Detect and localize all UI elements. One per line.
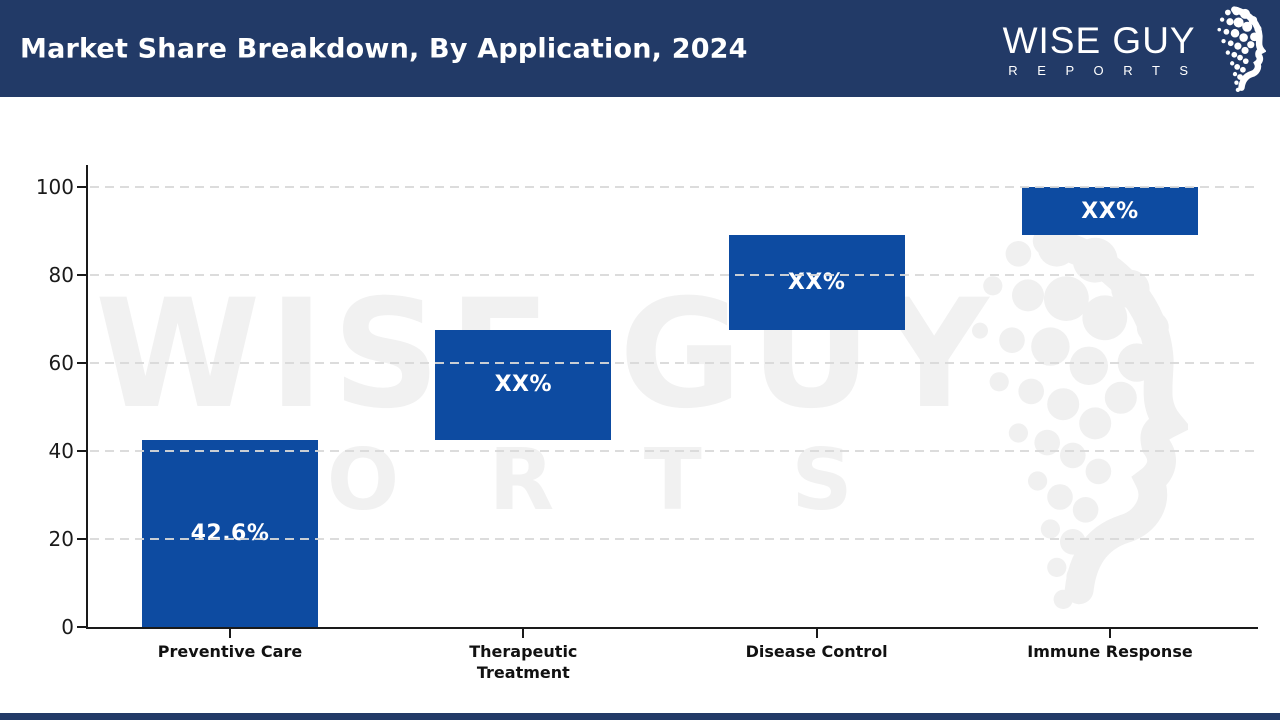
y-tick-label-100: 100: [35, 175, 74, 199]
x-category-label: Therapeutic Treatment: [469, 642, 578, 682]
gridline-100: [90, 186, 1258, 188]
header-band: Market Share Breakdown, By Application, …: [0, 0, 1280, 97]
y-tick-80: [77, 274, 86, 276]
footer-band: [0, 713, 1280, 720]
y-tick-label-0: 0: [61, 615, 74, 639]
bar-value-label: 42.6%: [190, 520, 270, 546]
y-axis: [86, 165, 88, 629]
brand-logo-text: WISE GUY R E P O R T S: [1002, 19, 1196, 78]
brand-logo: WISE GUY R E P O R T S: [1002, 0, 1266, 97]
gridline-80: [90, 274, 1258, 276]
x-tick-1: [229, 629, 231, 638]
y-tick-label-60: 60: [48, 351, 74, 375]
y-tick-0: [77, 626, 86, 628]
x-category-label: Disease Control: [745, 642, 888, 661]
y-tick-60: [77, 362, 86, 364]
bar-value-label: XX%: [1081, 198, 1139, 224]
gridline-60: [90, 362, 1258, 364]
y-tick-label-80: 80: [48, 263, 74, 287]
bar-4: XX%: [1021, 187, 1198, 236]
brand-name: WISE GUY: [1002, 19, 1196, 61]
gridline-20: [90, 538, 1258, 540]
page-title: Market Share Breakdown, By Application, …: [20, 33, 748, 64]
x-tick-2: [522, 629, 525, 638]
gridline-40: [90, 450, 1258, 452]
y-tick-label-20: 20: [48, 527, 74, 551]
x-tick-3: [815, 629, 818, 638]
chart-area: WISE GUY P O R T S 42.6% XX% XX% XX% 0 20 40 60…: [0, 97, 1280, 713]
y-tick-100: [77, 186, 86, 188]
watermark-head-icon: [868, 225, 1188, 609]
bar-2: XX%: [435, 330, 612, 440]
brand-subname: R E P O R T S: [1008, 62, 1196, 78]
bar-1: 42.6%: [142, 439, 318, 627]
dotted-head-icon: [1217, 5, 1266, 92]
y-tick-label-40: 40: [48, 439, 74, 463]
y-tick-20: [77, 538, 86, 540]
x-tick-4: [1108, 629, 1111, 638]
x-axis: [86, 627, 1258, 629]
x-category-label: Immune Response: [1027, 642, 1193, 661]
x-category-label: Preventive Care: [157, 642, 303, 661]
bar-3: XX%: [728, 235, 905, 330]
bar-value-label: XX%: [494, 372, 553, 398]
y-tick-40: [77, 450, 86, 452]
